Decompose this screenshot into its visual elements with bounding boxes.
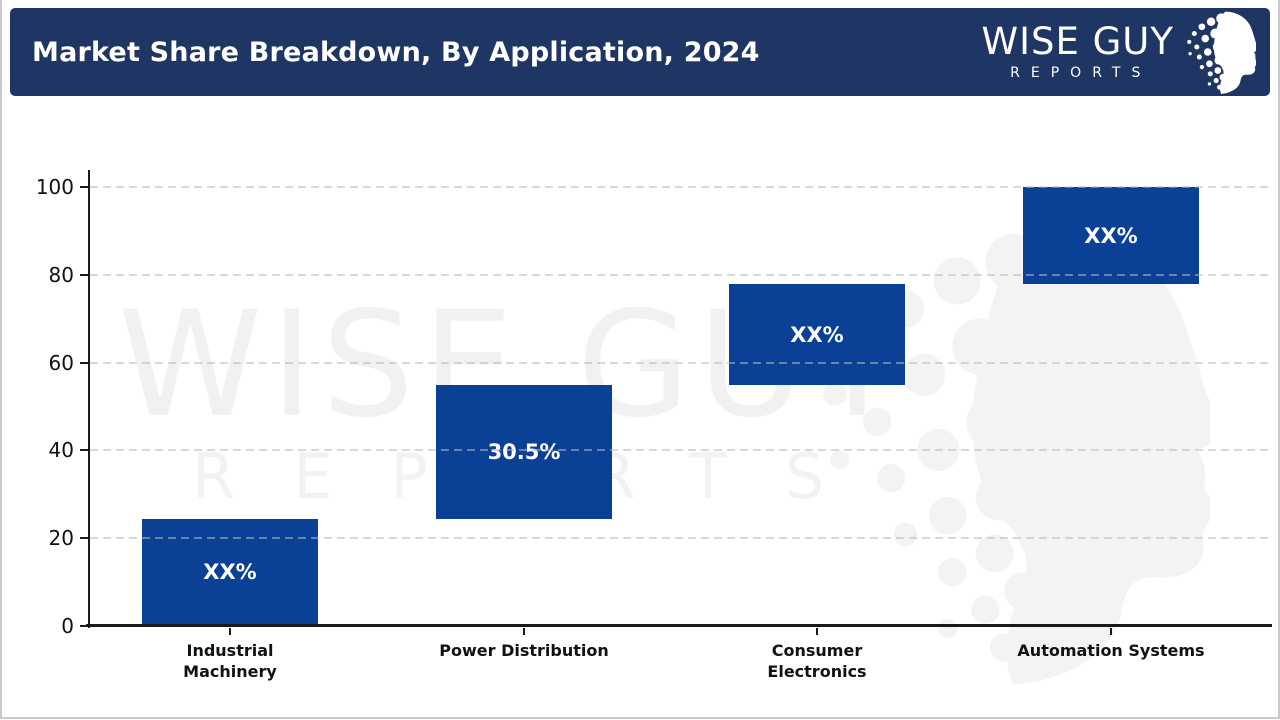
- x-category-label: Automation Systems: [991, 640, 1231, 661]
- x-category-label-line: Consumer: [771, 641, 863, 660]
- y-axis-tick: [80, 273, 88, 276]
- brand-logo-text: WISE GUY REPORTS: [982, 23, 1174, 81]
- x-category-label: Industrial Machinery: [110, 640, 350, 682]
- bar-value-label: 30.5%: [487, 439, 561, 464]
- brand-name: WISE GUY: [981, 20, 1174, 63]
- x-axis-line: [86, 624, 1272, 627]
- x-category-label-line: Machinery: [183, 662, 277, 681]
- y-axis-tick-label: 80: [48, 262, 74, 287]
- bar-value-label: XX%: [790, 322, 844, 347]
- x-axis-tick: [1110, 628, 1112, 635]
- gridline: [90, 537, 1271, 540]
- bar-segment: XX%: [1023, 187, 1199, 285]
- y-axis-tick-label: 0: [61, 614, 74, 638]
- bar-segment: XX%: [729, 284, 905, 385]
- gridline: [90, 449, 1271, 452]
- x-category-label-line: Industrial: [186, 641, 274, 660]
- x-category-label-line: Electronics: [767, 662, 867, 681]
- x-category-label-line: Automation Systems: [1017, 641, 1205, 660]
- x-category-label: Power Distribution: [404, 640, 644, 661]
- x-category-label-line: Power Distribution: [439, 641, 609, 660]
- y-axis-tick: [80, 537, 88, 540]
- bar-value-label: XX%: [203, 560, 257, 585]
- bar-segment: XX%: [142, 518, 318, 626]
- x-axis-tick: [229, 628, 231, 635]
- y-axis-tick: [80, 361, 88, 364]
- dotted-head-logo-icon: [1178, 10, 1256, 94]
- page-title: Market Share Breakdown, By Application, …: [32, 36, 760, 68]
- y-axis-tick-label: 40: [48, 438, 74, 463]
- gridline: [90, 186, 1271, 188]
- bar-segment: 30.5%: [436, 384, 612, 519]
- gridline: [90, 273, 1271, 276]
- y-axis-tick-label: 60: [48, 350, 74, 375]
- y-axis-tick: [80, 449, 88, 452]
- y-axis-tick: [80, 186, 88, 188]
- bar-value-label: XX%: [1084, 223, 1138, 248]
- y-axis-tick-label: 100: [35, 175, 74, 199]
- brand-logo: WISE GUY REPORTS: [982, 8, 1256, 96]
- y-axis-tick-label: 20: [48, 526, 74, 551]
- brand-subtitle: REPORTS: [1010, 65, 1152, 81]
- x-axis-tick: [523, 628, 525, 635]
- y-axis-tick: [80, 625, 88, 627]
- header-bar: Market Share Breakdown, By Application, …: [10, 8, 1270, 96]
- x-axis-tick: [816, 628, 818, 635]
- gridline: [90, 361, 1271, 364]
- x-category-label: Consumer Electronics: [697, 640, 937, 682]
- y-axis-line: [88, 170, 90, 628]
